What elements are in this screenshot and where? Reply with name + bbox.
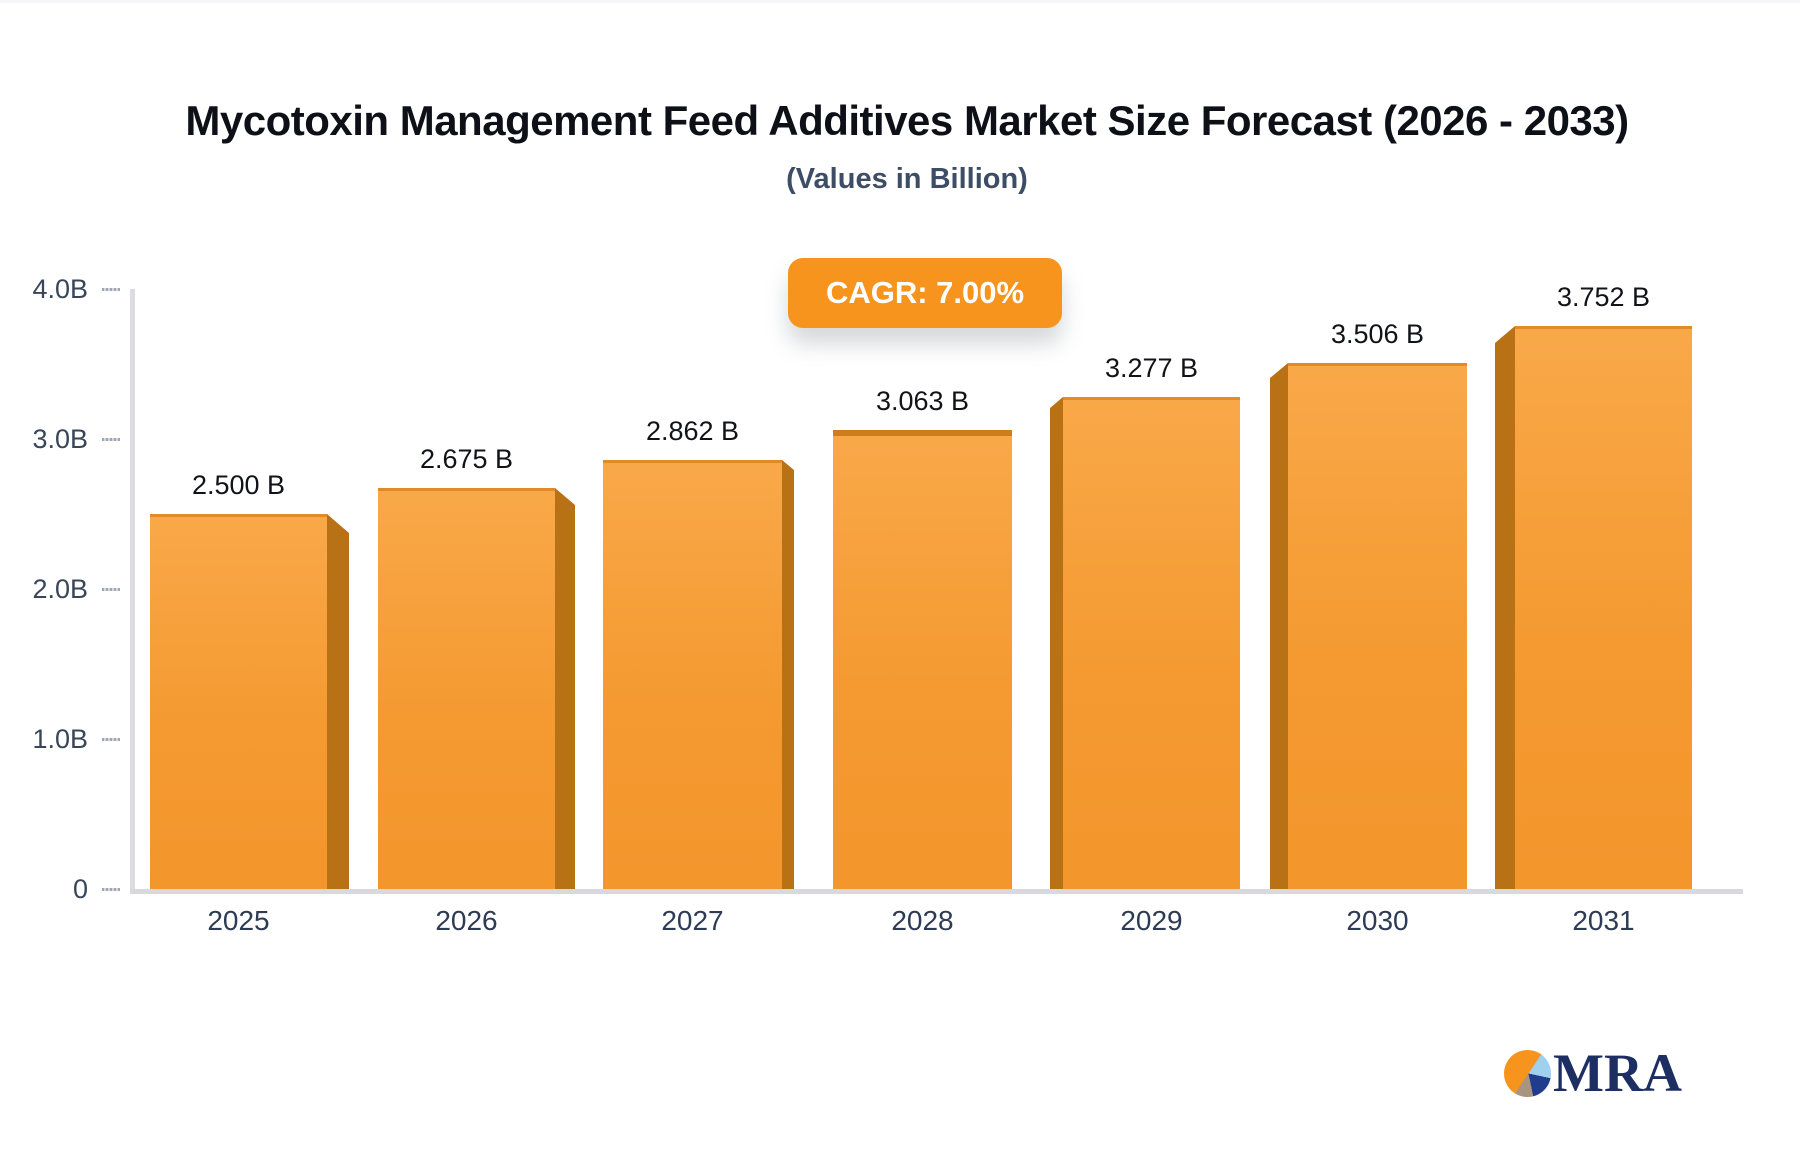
bar-value-label: 3.506 B xyxy=(1330,319,1425,349)
cagr-badge: CAGR: 7.00% xyxy=(788,258,1062,328)
y-axis-tick-mark xyxy=(102,588,120,591)
bar-2029[interactable] xyxy=(1063,397,1240,889)
y-axis-line xyxy=(130,289,135,894)
bar-2031[interactable] xyxy=(1515,326,1692,889)
bar-value-label: 3.752 B xyxy=(1556,282,1651,312)
x-axis-label: 2031 xyxy=(1572,905,1635,936)
chart-title: Mycotoxin Management Feed Additives Mark… xyxy=(185,97,1629,144)
y-axis-tick-mark xyxy=(102,438,120,441)
x-axis-line xyxy=(130,889,1743,894)
bar-value-label: 3.063 B xyxy=(875,386,970,416)
bar-value-label: 2.862 B xyxy=(645,416,740,446)
bar-side-3d xyxy=(1495,326,1515,889)
bar-2026[interactable] xyxy=(378,488,555,889)
bar-value-label: 2.500 B xyxy=(191,470,286,500)
y-axis-tick-mark xyxy=(102,888,120,891)
mra-logo: MRA xyxy=(1504,1041,1704,1105)
y-axis-tick-mark xyxy=(102,288,120,291)
x-axis-label: 2028 xyxy=(891,905,954,936)
bar-chart: 0 1.0B 2.0B 3.0B 4.0B 2.500 B 2025 2.675 B 2026… xyxy=(0,3,1800,1159)
y-axis-tick-label: 3.0B xyxy=(32,424,88,454)
bar-2030[interactable] xyxy=(1288,363,1467,889)
y-axis-tick-label: 4.0B xyxy=(32,274,88,304)
bar-side-3d xyxy=(782,460,794,889)
bar-2025[interactable] xyxy=(150,514,327,889)
bar-side-3d xyxy=(1270,363,1288,889)
bar-2027[interactable] xyxy=(603,460,782,889)
y-axis-tick-label: 1.0B xyxy=(32,724,88,754)
bar-value-label: 2.675 B xyxy=(419,444,514,474)
x-axis-label: 2027 xyxy=(661,905,724,936)
bar-value-label: 3.277 B xyxy=(1104,353,1199,383)
logo-pie-icon xyxy=(1504,1049,1551,1097)
bar-side-3d xyxy=(327,514,349,889)
y-axis-tick-label: 2.0B xyxy=(32,574,88,604)
chart-subtitle: (Values in Billion) xyxy=(786,163,1028,195)
bar-side-3d xyxy=(1050,397,1063,889)
logo-text: MRA xyxy=(1553,1043,1682,1103)
bar-side-3d xyxy=(555,488,575,889)
bar-2028[interactable] xyxy=(833,430,1012,889)
x-axis-label: 2026 xyxy=(435,905,498,936)
x-axis-label: 2025 xyxy=(207,905,270,936)
x-axis-label: 2029 xyxy=(1120,905,1183,936)
y-axis-tick-mark xyxy=(102,738,120,741)
x-axis-label: 2030 xyxy=(1346,905,1409,936)
y-axis-tick-label: 0 xyxy=(72,874,88,904)
